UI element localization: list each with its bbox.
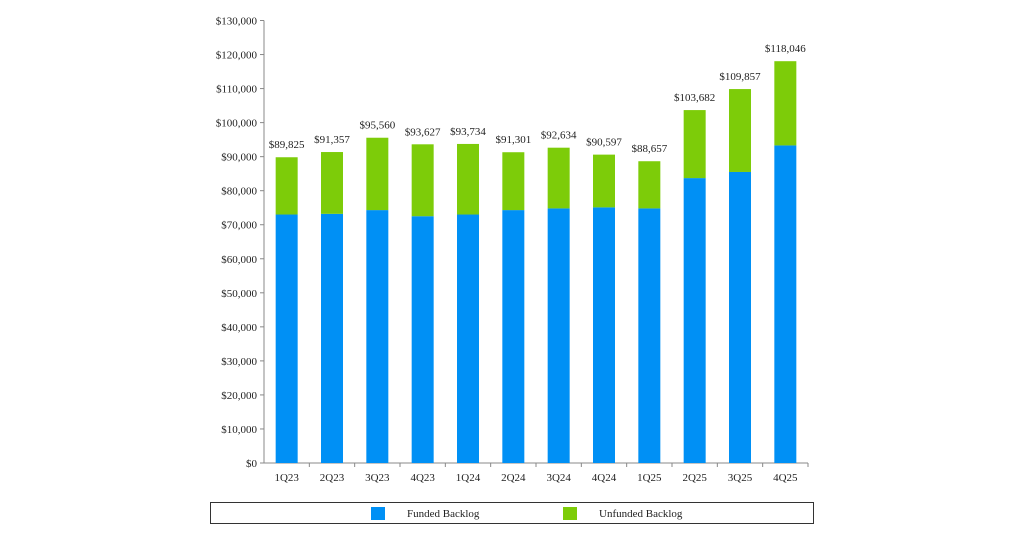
bar-funded (457, 214, 479, 463)
x-tick-label: 3Q24 (546, 472, 571, 484)
y-tick-label: $60,000 (221, 254, 257, 266)
legend-swatch-unfunded (563, 507, 577, 520)
bar-funded (683, 178, 706, 463)
total-label: $95,560 (359, 120, 395, 132)
y-tick-label: $10,000 (221, 424, 257, 436)
total-label: $93,627 (405, 126, 441, 138)
x-tick-label: 3Q23 (365, 472, 390, 484)
x-tick-label: 1Q23 (274, 472, 299, 484)
x-tick-label: 1Q24 (456, 472, 481, 484)
bar-funded (547, 208, 570, 463)
total-label: $92,634 (541, 130, 577, 142)
bar-unfunded (502, 152, 525, 211)
y-tick-label: $30,000 (221, 356, 257, 368)
bar-unfunded (321, 152, 343, 214)
y-tick-label: $0 (246, 458, 258, 470)
total-label: $90,597 (586, 137, 622, 149)
x-tick-label: 4Q23 (410, 472, 435, 484)
x-tick-label: 2Q24 (501, 472, 526, 484)
bar-funded (502, 210, 525, 463)
y-tick-label: $110,000 (216, 84, 257, 96)
legend: Funded Backlog Unfunded Backlog (210, 502, 814, 524)
bar-unfunded (275, 157, 298, 215)
y-tick-label: $90,000 (221, 152, 257, 164)
bar-funded (411, 216, 434, 463)
total-label: $88,657 (631, 143, 667, 155)
bar-unfunded (366, 137, 389, 211)
total-label: $91,357 (314, 134, 350, 146)
legend-label-unfunded: Unfunded Backlog (599, 507, 683, 520)
legend-swatch-funded (371, 507, 385, 520)
total-label: $89,825 (269, 139, 305, 151)
y-tick-label: $20,000 (221, 390, 257, 402)
x-tick-label: 2Q25 (682, 472, 707, 484)
bar-funded (275, 214, 298, 463)
bar-unfunded (638, 161, 661, 209)
y-tick-label: $130,000 (216, 16, 258, 28)
bar-unfunded (683, 110, 706, 179)
x-tick-label: 4Q25 (773, 472, 798, 484)
y-tick-label: $50,000 (221, 288, 257, 300)
total-label: $109,857 (719, 71, 761, 83)
bar-unfunded (729, 89, 751, 172)
total-label: $91,301 (495, 134, 531, 146)
x-tick-label: 3Q25 (728, 472, 753, 484)
legend-item-funded: Funded Backlog (371, 507, 479, 520)
bar-unfunded (593, 154, 615, 208)
legend-item-unfunded: Unfunded Backlog (563, 507, 682, 520)
legend-label-funded: Funded Backlog (407, 507, 480, 520)
bar-funded (321, 213, 343, 463)
y-tick-label: $70,000 (221, 220, 257, 232)
total-label: $93,734 (450, 126, 486, 138)
bar-funded (593, 207, 615, 463)
bar-unfunded (411, 144, 434, 217)
bar-unfunded (774, 61, 797, 146)
total-label: $118,046 (765, 43, 806, 55)
bar-funded (774, 145, 797, 464)
bar-funded (366, 210, 389, 463)
y-tick-label: $120,000 (216, 50, 258, 62)
total-label: $103,682 (674, 92, 715, 104)
y-tick-label: $100,000 (216, 118, 258, 130)
x-tick-label: 1Q25 (637, 472, 662, 484)
bar-unfunded (457, 143, 479, 215)
bar-unfunded (547, 147, 570, 209)
bar-funded (729, 171, 751, 463)
y-tick-label: $40,000 (221, 322, 257, 334)
x-tick-label: 4Q24 (592, 472, 617, 484)
y-tick-label: $80,000 (221, 186, 257, 198)
x-tick-label: 2Q23 (320, 472, 345, 484)
bar-funded (638, 208, 661, 463)
